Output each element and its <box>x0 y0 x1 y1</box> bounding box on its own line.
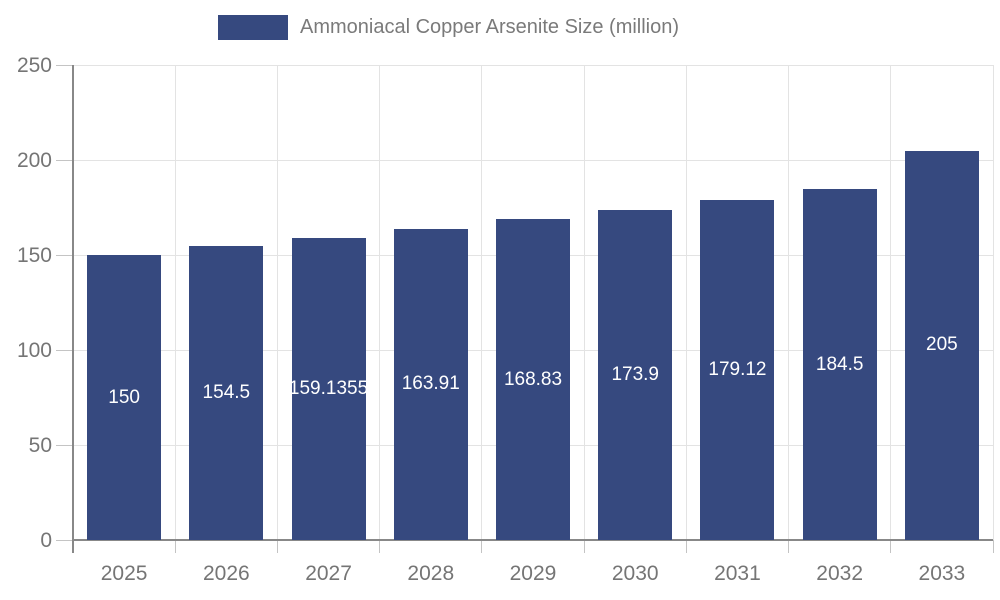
y-tick-mark-50 <box>56 444 73 446</box>
h-gridline-200 <box>73 159 993 161</box>
x-tick-mark-7 <box>788 540 790 553</box>
bar-2026[interactable]: 154.5 <box>189 246 264 540</box>
x-axis-line <box>73 539 993 541</box>
y-tick-mark-200 <box>56 159 73 161</box>
v-gridline-7 <box>788 65 790 540</box>
bar-2033[interactable]: 205 <box>904 150 979 540</box>
bar-2029[interactable]: 168.83 <box>496 219 570 540</box>
y-axis-label-0: 0 <box>40 529 52 552</box>
bar-2027[interactable]: 159.1355 <box>291 237 366 540</box>
bar-2032[interactable]: 184.5 <box>802 189 877 540</box>
y-tick-mark-150 <box>56 254 73 256</box>
x-axis-label-2025: 2025 <box>100 562 148 585</box>
bar-value-label: 168.83 <box>503 368 563 390</box>
bar-value-label: 150 <box>108 386 140 408</box>
v-gridline-3 <box>379 65 381 540</box>
x-tick-mark-9 <box>992 540 994 553</box>
v-gridline-9 <box>992 65 994 540</box>
x-tick-mark-1 <box>174 540 176 553</box>
x-axis-label-2033: 2033 <box>918 562 966 585</box>
v-gridline-1 <box>174 65 176 540</box>
bar-value-label: 154.5 <box>202 382 251 404</box>
y-axis-label-250: 250 <box>16 54 52 77</box>
bar-value-label: 173.9 <box>611 363 659 385</box>
bar-2028[interactable]: 163.91 <box>393 228 468 540</box>
bar-value-label: 163.91 <box>401 373 460 395</box>
x-axis-label-2028: 2028 <box>407 562 455 585</box>
v-gridline-5 <box>583 65 585 540</box>
v-gridline-8 <box>890 65 892 540</box>
bar-value-label: 205 <box>926 334 958 356</box>
x-tick-mark-4 <box>481 540 483 553</box>
x-tick-mark-2 <box>276 540 278 553</box>
x-axis-label-2031: 2031 <box>714 562 761 585</box>
legend-label: Ammoniacal Copper Arsenite Size (million… <box>300 16 680 38</box>
y-tick-mark-100 <box>56 349 73 351</box>
bar-2031[interactable]: 179.12 <box>700 199 775 540</box>
x-axis-label-2027: 2027 <box>305 562 352 585</box>
legend-swatch <box>218 15 288 40</box>
y-axis-line <box>72 65 74 553</box>
v-gridline-2 <box>276 65 278 540</box>
bar-value-label: 179.12 <box>708 358 767 380</box>
y-axis-label-100: 100 <box>16 339 52 362</box>
h-gridline-250 <box>73 64 993 66</box>
x-tick-mark-5 <box>583 540 585 553</box>
v-gridline-6 <box>685 65 687 540</box>
y-axis-label-50: 50 <box>28 434 52 457</box>
y-axis-label-150: 150 <box>16 244 52 267</box>
x-tick-mark-3 <box>379 540 381 553</box>
x-axis-label-2026: 2026 <box>202 562 250 585</box>
bar-2025[interactable]: 150 <box>87 255 162 540</box>
bar-value-label: 184.5 <box>815 353 864 375</box>
bar-value-label: 159.1355 <box>291 377 366 399</box>
y-tick-mark-250 <box>56 64 73 66</box>
y-axis-label-200: 200 <box>16 149 52 172</box>
x-tick-mark-6 <box>685 540 687 553</box>
y-tick-mark-0 <box>56 539 73 541</box>
legend[interactable]: Ammoniacal Copper Arsenite Size (million… <box>218 15 679 40</box>
x-axis-label-2030: 2030 <box>611 562 659 585</box>
x-axis-label-2029: 2029 <box>509 562 557 585</box>
bar-2030[interactable]: 173.9 <box>598 209 673 540</box>
v-gridline-4 <box>481 65 483 540</box>
x-tick-mark-8 <box>890 540 892 553</box>
x-axis-label-2032: 2032 <box>816 562 864 585</box>
